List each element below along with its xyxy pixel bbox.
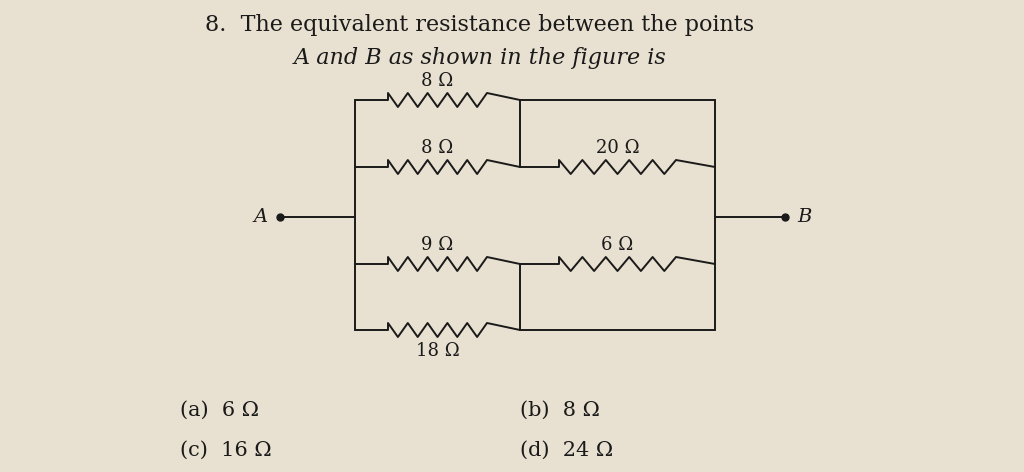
- Text: 18 Ω: 18 Ω: [416, 342, 460, 360]
- Text: 20 Ω: 20 Ω: [596, 139, 639, 157]
- Text: 8 Ω: 8 Ω: [421, 139, 454, 157]
- Text: A and B as shown in the figure is: A and B as shown in the figure is: [294, 47, 667, 69]
- Text: B: B: [797, 208, 811, 226]
- Text: (b)  8 Ω: (b) 8 Ω: [520, 401, 600, 420]
- Text: 8 Ω: 8 Ω: [421, 72, 454, 90]
- Text: (a)  6 Ω: (a) 6 Ω: [180, 401, 259, 420]
- Text: 8.  The equivalent resistance between the points: 8. The equivalent resistance between the…: [206, 14, 755, 36]
- Text: (d)  24 Ω: (d) 24 Ω: [520, 440, 613, 460]
- Text: 9 Ω: 9 Ω: [421, 236, 454, 254]
- Text: (c)  16 Ω: (c) 16 Ω: [180, 440, 271, 460]
- Text: 6 Ω: 6 Ω: [601, 236, 634, 254]
- Text: A: A: [254, 208, 268, 226]
